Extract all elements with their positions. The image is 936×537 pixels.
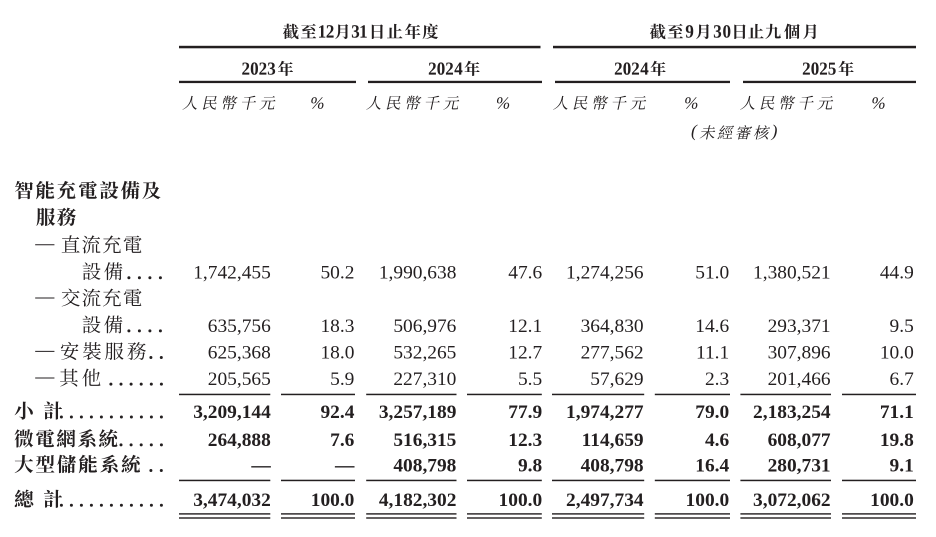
svg-text:3,474,032: 3,474,032 <box>193 490 271 511</box>
svg-text:16.4: 16.4 <box>695 455 729 476</box>
svg-text:12.1: 12.1 <box>508 316 542 337</box>
svg-text:1,974,277: 1,974,277 <box>566 402 644 423</box>
svg-text:1,990,638: 1,990,638 <box>379 263 457 284</box>
svg-text:12.7: 12.7 <box>508 342 542 363</box>
svg-text:3,072,062: 3,072,062 <box>753 490 831 511</box>
svg-text:100.0: 100.0 <box>499 490 543 511</box>
svg-text:264,888: 264,888 <box>208 430 271 451</box>
svg-text:408,798: 408,798 <box>393 455 456 476</box>
svg-text:7.6: 7.6 <box>330 430 355 451</box>
svg-text:100.0: 100.0 <box>311 490 355 511</box>
svg-text:47.6: 47.6 <box>508 263 542 284</box>
svg-text:57,629: 57,629 <box>590 369 643 390</box>
svg-text:293,371: 293,371 <box>768 316 831 337</box>
svg-text:1,274,256: 1,274,256 <box>566 263 644 284</box>
svg-text:2,183,254: 2,183,254 <box>753 402 831 423</box>
svg-text:2.3: 2.3 <box>705 369 729 390</box>
svg-text:6.7: 6.7 <box>890 369 915 390</box>
svg-text:2,497,734: 2,497,734 <box>566 490 644 511</box>
svg-text:277,562: 277,562 <box>581 342 644 363</box>
svg-text:280,731: 280,731 <box>768 455 831 476</box>
svg-text:12.3: 12.3 <box>508 430 542 451</box>
svg-text:9.5: 9.5 <box>890 316 914 337</box>
svg-text:1,380,521: 1,380,521 <box>753 263 831 284</box>
svg-text:307,896: 307,896 <box>768 342 831 363</box>
svg-text:5.9: 5.9 <box>330 369 354 390</box>
svg-text:51.0: 51.0 <box>695 263 729 284</box>
svg-text:532,265: 532,265 <box>393 342 456 363</box>
svg-text:364,830: 364,830 <box>581 316 644 337</box>
svg-text:18.3: 18.3 <box>320 316 354 337</box>
svg-text:—: — <box>334 455 355 476</box>
svg-text:92.4: 92.4 <box>320 402 354 423</box>
svg-text:205,565: 205,565 <box>208 369 271 390</box>
svg-text:516,315: 516,315 <box>393 430 456 451</box>
svg-text:1,742,455: 1,742,455 <box>193 263 271 284</box>
svg-text:3,257,189: 3,257,189 <box>379 402 457 423</box>
svg-text:100.0: 100.0 <box>870 490 914 511</box>
svg-text:227,310: 227,310 <box>393 369 456 390</box>
svg-text:79.0: 79.0 <box>695 402 729 423</box>
svg-text:201,466: 201,466 <box>768 369 831 390</box>
svg-text:625,368: 625,368 <box>208 342 271 363</box>
svg-text:77.9: 77.9 <box>508 402 542 423</box>
svg-text:408,798: 408,798 <box>581 455 644 476</box>
svg-text:635,756: 635,756 <box>208 316 271 337</box>
svg-text:44.9: 44.9 <box>880 263 914 284</box>
svg-text:4.6: 4.6 <box>705 430 730 451</box>
svg-text:9.8: 9.8 <box>518 455 543 476</box>
svg-text:506,976: 506,976 <box>393 316 456 337</box>
svg-text:71.1: 71.1 <box>880 402 914 423</box>
svg-text:100.0: 100.0 <box>686 490 730 511</box>
svg-text:5.5: 5.5 <box>518 369 542 390</box>
svg-text:11.1: 11.1 <box>696 342 729 363</box>
svg-text:18.0: 18.0 <box>320 342 354 363</box>
svg-text:4,182,302: 4,182,302 <box>379 490 457 511</box>
svg-text:50.2: 50.2 <box>320 263 354 284</box>
svg-text:19.8: 19.8 <box>880 430 914 451</box>
svg-text:9.1: 9.1 <box>890 455 914 476</box>
svg-text:14.6: 14.6 <box>695 316 729 337</box>
svg-text:10.0: 10.0 <box>880 342 914 363</box>
svg-text:3,209,144: 3,209,144 <box>193 402 271 423</box>
svg-text:—: — <box>250 455 271 476</box>
svg-text:114,659: 114,659 <box>582 430 644 451</box>
svg-text:608,077: 608,077 <box>768 430 831 451</box>
